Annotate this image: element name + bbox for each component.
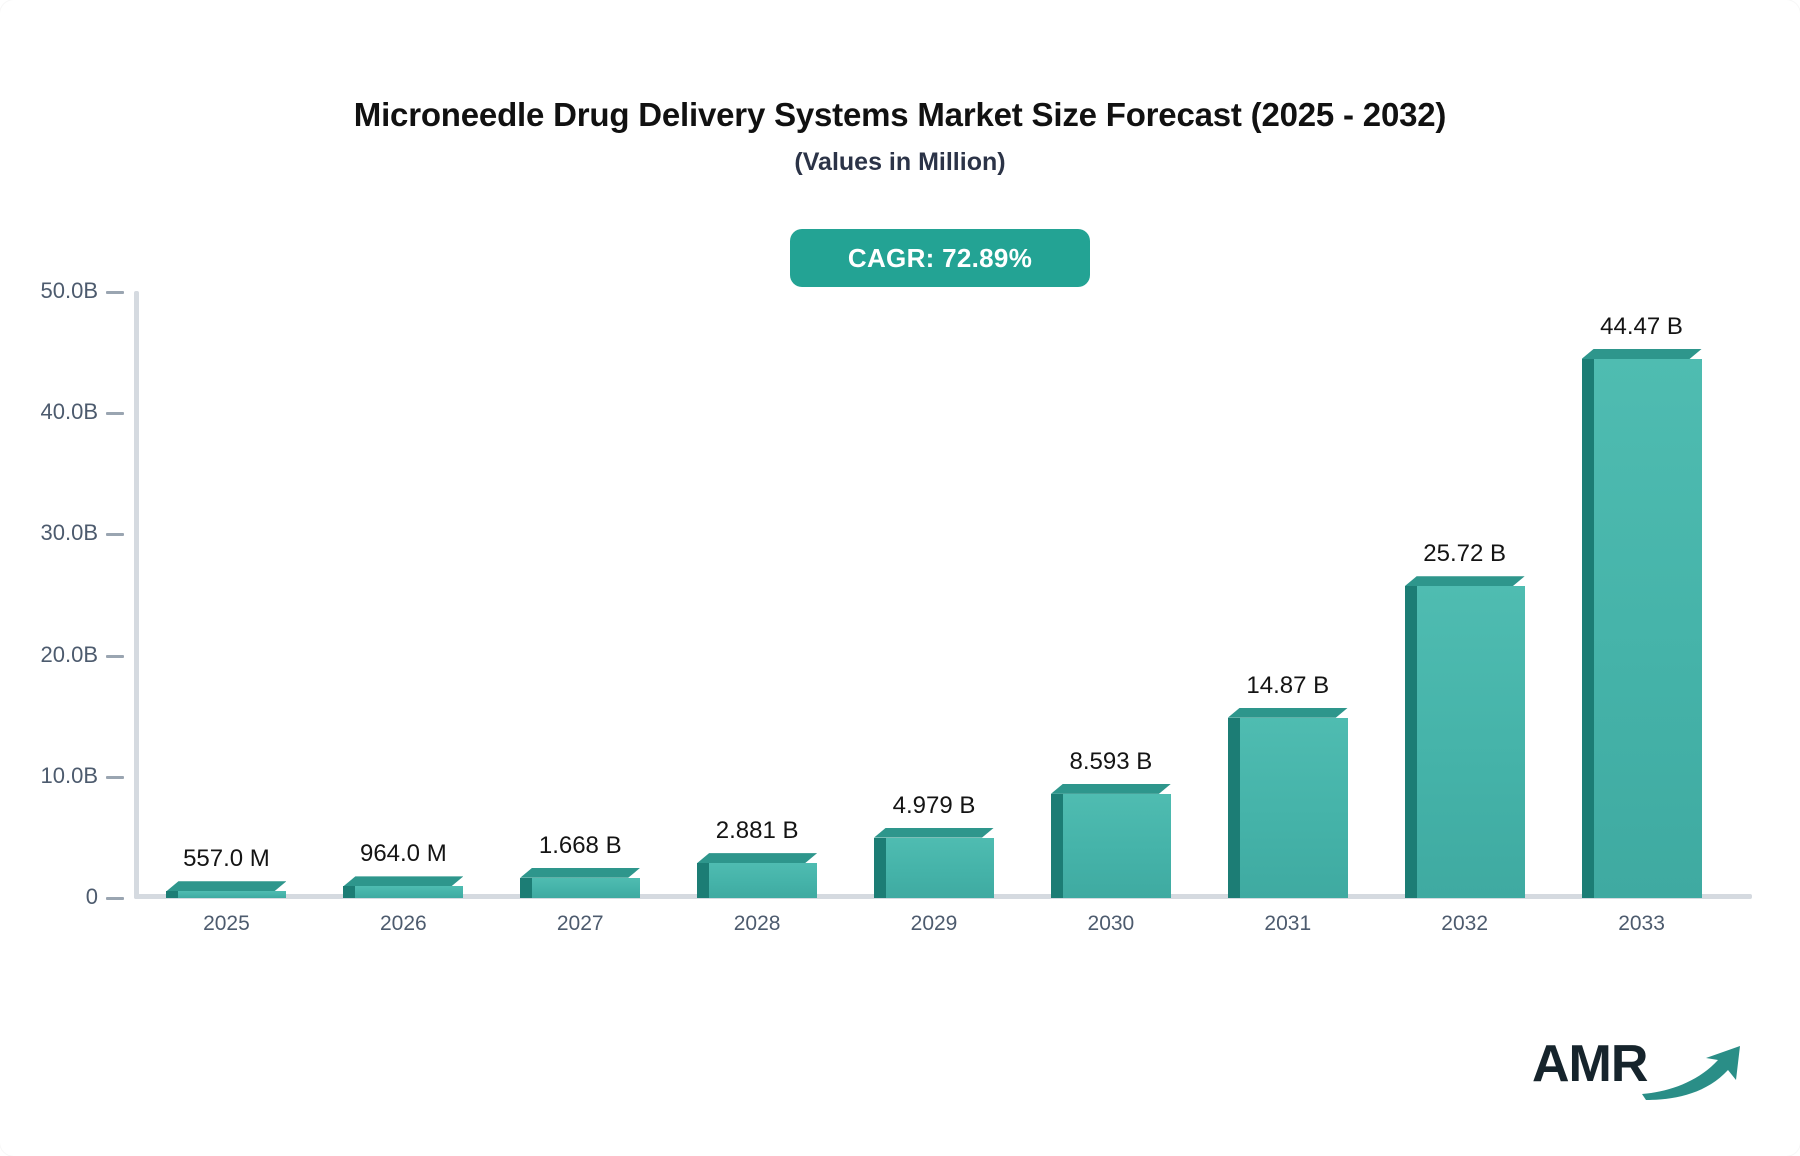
- bar-value-label: 964.0 M: [359, 840, 447, 868]
- y-axis-tick-label: 0: [85, 884, 98, 909]
- bar-front-face: [355, 886, 464, 898]
- y-axis-tick-label: 40.0B: [40, 399, 99, 425]
- y-axis-tick-mark: [106, 533, 124, 537]
- bar-top-face: [1404, 576, 1525, 587]
- bar-value-label: 1.668 B: [538, 831, 622, 859]
- bar-side-face: [874, 837, 886, 898]
- bar[interactable]: 8.593 B: [1050, 748, 1171, 898]
- bar-value-label: 25.72 B: [1423, 540, 1507, 568]
- x-axis-tick-label: 2025: [203, 912, 250, 935]
- bar[interactable]: 14.87 B: [1227, 672, 1348, 898]
- bar[interactable]: 44.47 B: [1581, 313, 1702, 898]
- amr-logo: AMR: [1532, 1028, 1742, 1100]
- bar-front-face: [178, 891, 287, 898]
- bar-value-label: 2.881 B: [715, 817, 799, 845]
- y-axis-tick-mark: [106, 412, 124, 416]
- bar-side-face: [166, 891, 179, 898]
- bar-value-label: 44.47 B: [1600, 313, 1683, 341]
- bar-value-label: 4.979 B: [892, 791, 976, 819]
- bar-front-face: [886, 837, 994, 898]
- y-axis-tick-label: 30.0B: [40, 520, 99, 546]
- y-axis-tick-mark: [106, 775, 124, 779]
- bar[interactable]: 964.0 M: [343, 840, 464, 898]
- bar-top-face: [166, 881, 287, 892]
- x-axis-tick-label: 2031: [1264, 912, 1312, 935]
- x-axis-tick-label: 2026: [379, 912, 427, 935]
- x-axis-tick-label: 2028: [733, 912, 781, 935]
- y-axis-line: [134, 291, 139, 899]
- bar[interactable]: 1.668 B: [520, 832, 641, 898]
- bar-top-face: [1050, 783, 1171, 794]
- bar-side-face: [343, 886, 356, 898]
- bar-side-face: [520, 877, 533, 898]
- bar[interactable]: 4.979 B: [874, 792, 994, 898]
- bar-top-face: [520, 867, 641, 878]
- amr-logo-text: AMR: [1532, 1035, 1648, 1093]
- bar-side-face: [1050, 793, 1063, 898]
- cagr-badge: CAGR: 72.89%: [790, 229, 1090, 287]
- bar-side-face: [1404, 586, 1417, 898]
- x-axis-tick-label: 2033: [1618, 912, 1665, 935]
- bar-side-face: [697, 863, 710, 898]
- page-title: Microneedle Drug Delivery Systems Market…: [353, 96, 1447, 133]
- bar[interactable]: 557.0 M: [166, 845, 287, 898]
- trending-up-arrow-icon: [1642, 1046, 1740, 1100]
- bar[interactable]: 25.72 B: [1404, 540, 1525, 898]
- bar-front-face: [709, 863, 818, 898]
- x-axis-tick-label: 2029: [910, 912, 958, 935]
- bar-top-face: [1581, 349, 1702, 360]
- x-axis-tick-label: 2032: [1441, 912, 1489, 935]
- bar[interactable]: 2.881 B: [697, 817, 818, 898]
- bar-side-face: [1581, 359, 1594, 898]
- bar-top-face: [343, 876, 464, 887]
- bar-front-face: [532, 877, 641, 898]
- plot-area: 557.0 M 964.0 M 1.668 B 2.881 B 4.979 B 8.593…: [138, 292, 1730, 898]
- chart-subtitle: (Values in Million): [794, 148, 1006, 176]
- y-axis-tick-label: 50.0B: [40, 278, 99, 303]
- bar-value-label: 8.593 B: [1069, 747, 1153, 775]
- x-axis-tick-label: 2030: [1087, 912, 1135, 935]
- y-axis-tick-mark: [106, 897, 124, 900]
- x-axis-tick-label: 2027: [556, 912, 604, 935]
- bar-front-face: [1416, 586, 1525, 898]
- bar-top-face: [697, 853, 818, 864]
- y-axis-tick-mark: [106, 291, 124, 294]
- bar-front-face: [1239, 717, 1348, 898]
- bar-top-face: [1227, 707, 1348, 718]
- bar-front-face: [1593, 359, 1702, 898]
- bar-value-label: 14.87 B: [1246, 671, 1330, 699]
- bar-side-face: [1227, 717, 1240, 898]
- y-axis-tick-label: 10.0B: [40, 762, 99, 788]
- y-axis-tick-label: 20.0B: [40, 641, 99, 667]
- y-axis-tick-mark: [106, 654, 124, 658]
- bar-front-face: [1062, 793, 1171, 898]
- bar-value-label: 557.0 M: [183, 845, 270, 873]
- bar-top-face: [874, 827, 994, 838]
